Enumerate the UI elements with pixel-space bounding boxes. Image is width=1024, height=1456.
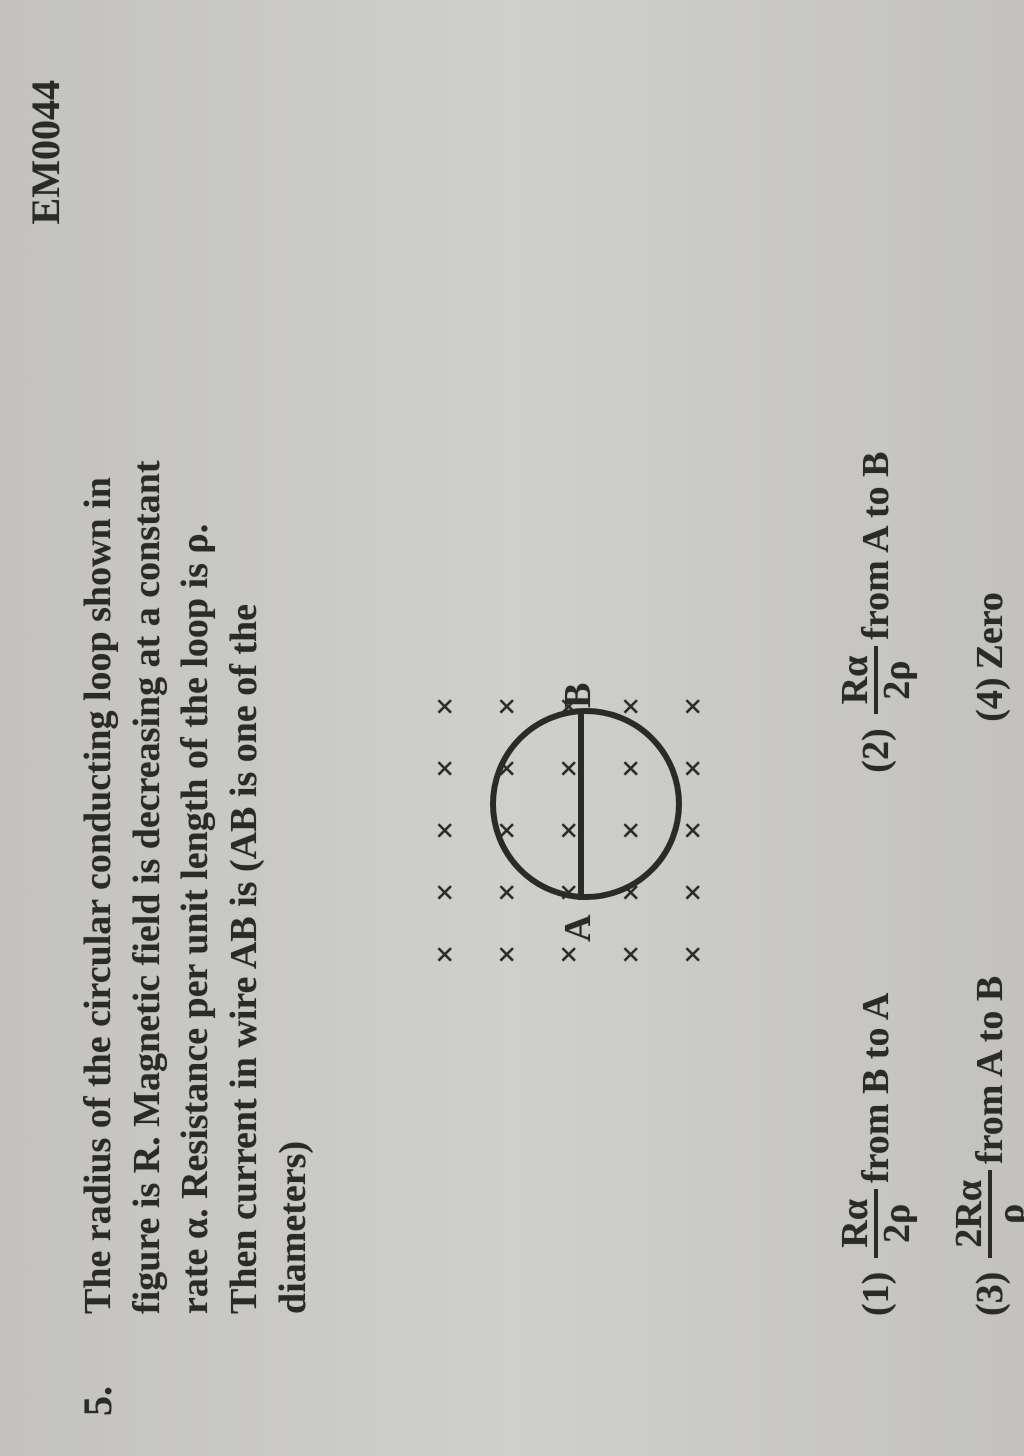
- option-text: Zero: [966, 592, 1015, 669]
- fraction-denominator: 2ρ: [878, 650, 916, 709]
- question-text: The radius of the circular conducting lo…: [74, 70, 317, 1314]
- cross-icon: ×: [486, 945, 530, 964]
- cross-icon: ×: [424, 759, 468, 778]
- point-label-b: B: [554, 683, 603, 708]
- fraction-numerator: Rα: [836, 646, 878, 715]
- cross-icon: ×: [486, 883, 530, 902]
- question-line: The radius of the circular conducting lo…: [74, 70, 123, 1314]
- cross-icon: ×: [672, 883, 716, 902]
- fraction: 2Rα ρ: [950, 1170, 1024, 1258]
- option-4: (4) Zero: [950, 592, 1024, 722]
- question-line: rate α. Resistance per unit length of th…: [171, 70, 220, 1314]
- fraction: Rα 2ρ: [836, 1189, 916, 1258]
- option-label: (3): [966, 1272, 1015, 1316]
- question-number: 5.: [72, 1386, 123, 1416]
- question-line: diameters): [269, 70, 318, 1314]
- page-content: EM0044 5. The radius of the circular con…: [0, 0, 1024, 1456]
- option-tail: from A to B: [852, 451, 901, 639]
- fraction-denominator: ρ: [992, 1194, 1024, 1234]
- question-code: EM0044: [20, 80, 71, 224]
- cross-icon: ×: [610, 945, 654, 964]
- fraction-denominator: 2ρ: [878, 1194, 916, 1253]
- option-row: (1) Rα 2ρ from B to A (2) Rα 2ρ from A t…: [836, 76, 916, 1316]
- option-row: (3) 2Rα ρ from A to B (4) Zero: [950, 76, 1024, 1316]
- cross-icon: ×: [424, 945, 468, 964]
- diameter-line: [578, 712, 584, 900]
- answer-options: (1) Rα 2ρ from B to A (2) Rα 2ρ from A t…: [820, 76, 1024, 1316]
- fraction-numerator: 2Rα: [950, 1170, 992, 1258]
- cross-icon: ×: [672, 945, 716, 964]
- cross-icon: ×: [424, 821, 468, 840]
- option-label: (1): [852, 1272, 901, 1316]
- point-label-a: A: [554, 915, 603, 942]
- option-3: (3) 2Rα ρ from A to B: [950, 976, 1024, 1316]
- loop-circle: [490, 708, 682, 900]
- option-2: (2) Rα 2ρ from A to B: [836, 451, 916, 772]
- cross-icon: ×: [672, 697, 716, 716]
- fraction: Rα 2ρ: [836, 646, 916, 715]
- cross-icon: ×: [424, 883, 468, 902]
- fraction-numerator: Rα: [836, 1189, 878, 1258]
- option-label: (4): [966, 677, 1015, 721]
- loop-diagram: ××××××××××××××××××××××××× A B: [394, 596, 734, 996]
- cross-icon: ×: [548, 945, 592, 964]
- option-tail: from B to A: [852, 993, 901, 1183]
- cross-icon: ×: [672, 759, 716, 778]
- option-label: (2): [852, 728, 901, 772]
- cross-icon: ×: [486, 697, 530, 716]
- option-1: (1) Rα 2ρ from B to A: [836, 993, 916, 1316]
- question-line: figure is R. Magnetic field is decreasin…: [123, 70, 172, 1314]
- question-line: Then current in wire AB is (AB is one of…: [220, 70, 269, 1314]
- rotated-page: EM0044 5. The radius of the circular con…: [0, 432, 1024, 1456]
- option-tail: from A to B: [966, 976, 1015, 1164]
- cross-icon: ×: [424, 697, 468, 716]
